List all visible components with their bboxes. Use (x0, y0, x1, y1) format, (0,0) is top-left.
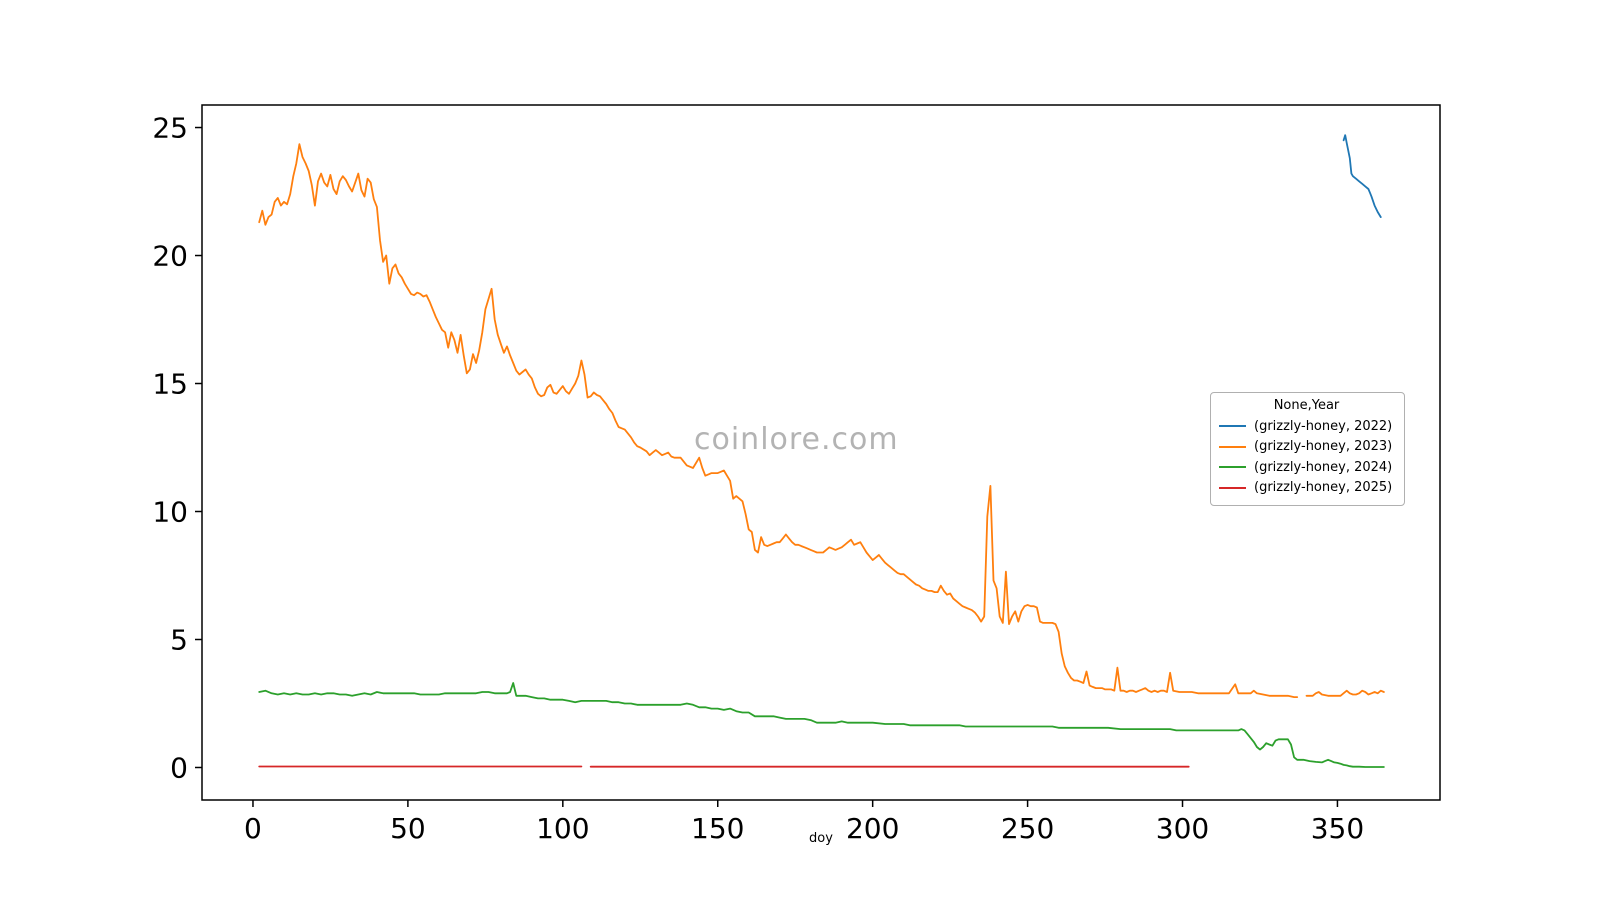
legend-line-swatch (1219, 425, 1246, 428)
y-tick-label: 0 (170, 751, 188, 784)
legend-entry-label: (grizzly-honey, 2023) (1254, 439, 1393, 455)
x-axis-label: doy (809, 831, 833, 846)
series-line-grizzly-honey-2022 (1342, 134, 1382, 219)
x-tick-label: 300 (1156, 812, 1209, 845)
legend-entry: (grizzly-honey, 2024) (1219, 457, 1394, 478)
x-tick-label: 150 (691, 812, 744, 845)
legend-entry-label: (grizzly-honey, 2024) (1254, 459, 1393, 475)
series-line-grizzly-honey-2024 (258, 682, 1385, 768)
x-tick-label: 0 (244, 812, 262, 845)
x-tick-label: 350 (1311, 812, 1364, 845)
y-tick-label: 15 (152, 368, 188, 401)
legend-line-swatch (1219, 445, 1246, 448)
legend-entry: (grizzly-honey, 2022) (1219, 416, 1394, 437)
x-tick-label: 50 (390, 812, 426, 845)
y-tick-label: 20 (152, 240, 188, 273)
legend-entries: (grizzly-honey, 2022) (grizzly-honey, 202… (1219, 416, 1394, 498)
legend-entry-label: (grizzly-honey, 2025) (1254, 480, 1393, 496)
x-tick-label: 200 (846, 812, 899, 845)
y-tick-label: 25 (152, 112, 188, 145)
legend-title: None,Year (1273, 398, 1340, 413)
legend: None,Year (grizzly-honey, 2022) (grizzly-… (1210, 392, 1405, 506)
legend-entry: (grizzly-honey, 2025) (1219, 478, 1394, 499)
watermark: coinlore.com (694, 422, 899, 457)
y-tick-label: 5 (170, 623, 188, 656)
x-tick-label: 100 (536, 812, 589, 845)
series-line-grizzly-honey-2023 (258, 143, 1299, 698)
series-line-grizzly-honey-2023 (1305, 689, 1385, 697)
axes-frame (201, 104, 1441, 801)
legend-entry: (grizzly-honey, 2023) (1219, 437, 1394, 458)
legend-line-swatch (1219, 486, 1246, 489)
y-tick-label: 10 (152, 496, 188, 529)
legend-line-swatch (1219, 466, 1246, 469)
x-tick-label: 250 (1001, 812, 1054, 845)
legend-entry-label: (grizzly-honey, 2022) (1254, 418, 1393, 434)
